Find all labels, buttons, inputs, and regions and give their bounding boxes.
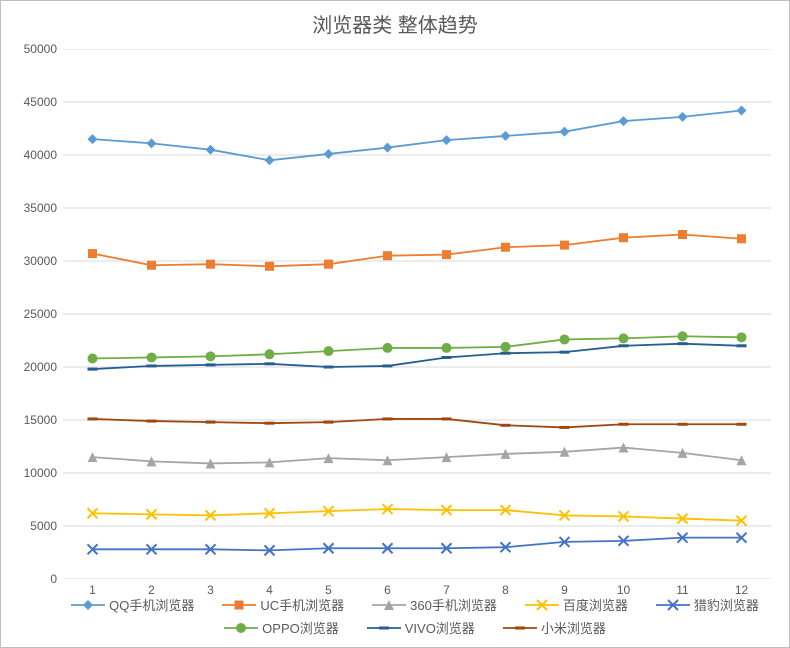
legend-label: 360手机浏览器 (410, 595, 497, 614)
chart-title: 浏览器类 整体趋势 (1, 9, 789, 38)
legend-item: UC手机浏览器 (222, 595, 344, 614)
legend-item: 百度浏览器 (525, 595, 628, 614)
chart-container: 浏览器类 整体趋势 050001000015000200002500030000… (0, 0, 790, 648)
legend-item: VIVO浏览器 (367, 618, 475, 637)
legend-swatch (222, 598, 256, 612)
legend: QQ手机浏览器 UC手机浏览器 360手机浏览器 百度浏览器 猎豹浏览器 OPP… (51, 593, 779, 639)
legend-swatch (224, 621, 258, 635)
legend-item: OPPO浏览器 (224, 618, 339, 637)
y-tick-label: 35000 (24, 201, 63, 215)
y-tick-label: 0 (50, 572, 63, 586)
y-tick-label: 45000 (24, 95, 63, 109)
legend-label: VIVO浏览器 (405, 618, 475, 637)
legend-label: QQ手机浏览器 (109, 595, 194, 614)
legend-swatch (503, 621, 537, 635)
legend-swatch (372, 598, 406, 612)
y-tick-label: 50000 (24, 42, 63, 56)
legend-item: 猎豹浏览器 (656, 595, 759, 614)
legend-swatch (71, 598, 105, 612)
legend-swatch (656, 598, 690, 612)
legend-label: OPPO浏览器 (262, 618, 339, 637)
legend-item: QQ手机浏览器 (71, 595, 194, 614)
legend-label: 猎豹浏览器 (694, 595, 759, 614)
y-tick-label: 20000 (24, 360, 63, 374)
y-tick-label: 30000 (24, 254, 63, 268)
y-tick-label: 25000 (24, 307, 63, 321)
legend-item: 360手机浏览器 (372, 595, 497, 614)
y-tick-label: 40000 (24, 148, 63, 162)
y-tick-label: 10000 (24, 466, 63, 480)
plot-area: 0500010000150002000025000300003500040000… (63, 49, 771, 579)
legend-swatch (525, 598, 559, 612)
legend-label: 百度浏览器 (563, 595, 628, 614)
y-tick-label: 5000 (30, 519, 63, 533)
legend-item: 小米浏览器 (503, 618, 606, 637)
legend-swatch (367, 621, 401, 635)
legend-label: 小米浏览器 (541, 618, 606, 637)
legend-label: UC手机浏览器 (260, 595, 344, 614)
y-tick-label: 15000 (24, 413, 63, 427)
